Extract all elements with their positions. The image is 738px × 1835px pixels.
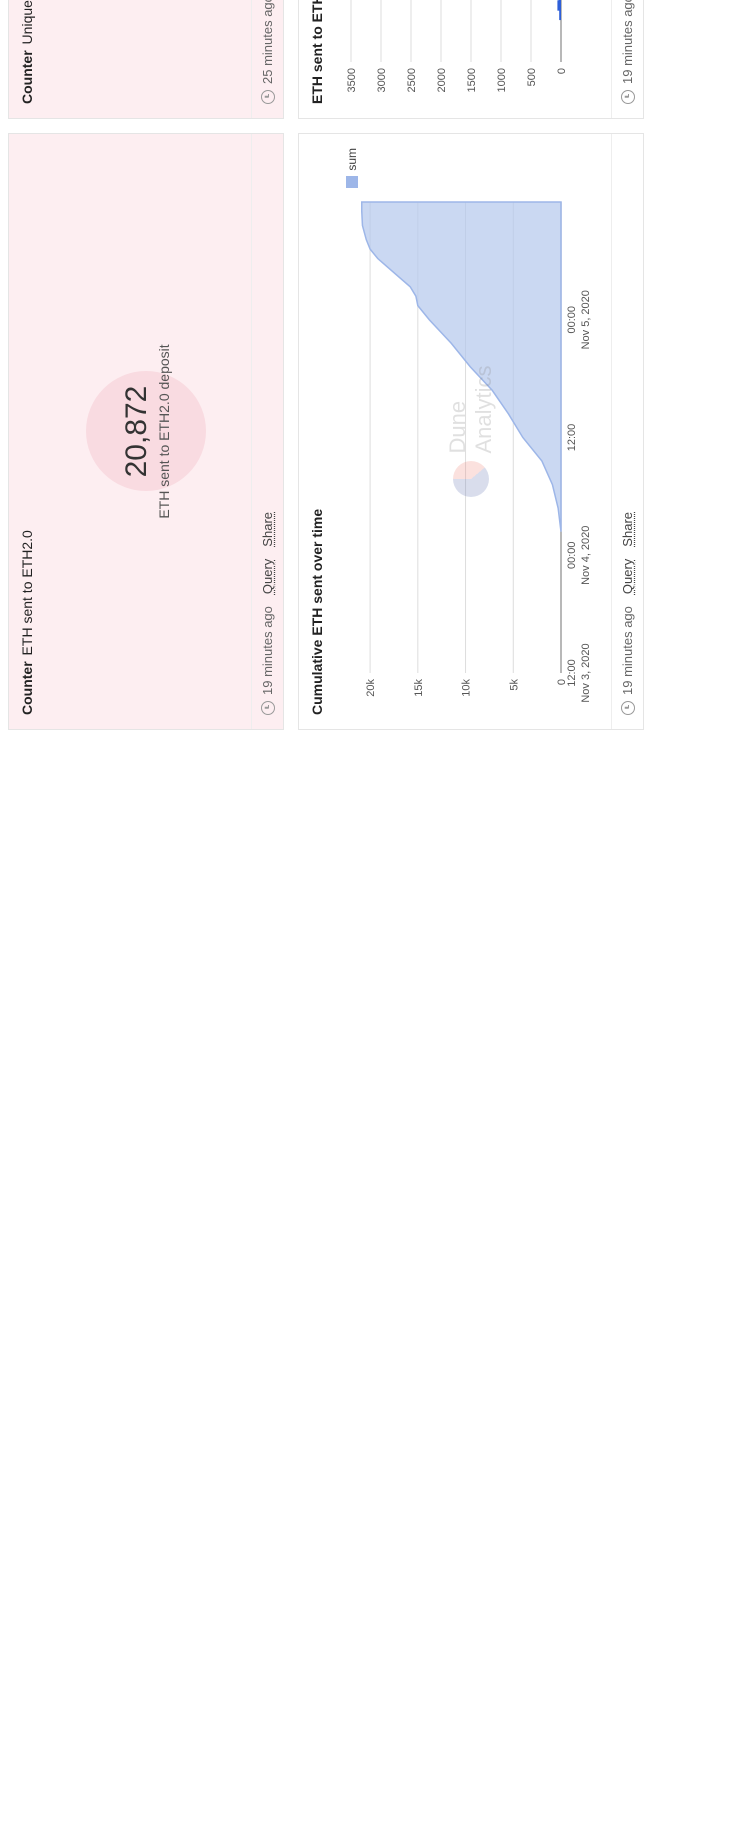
card-footer: 25 minutes ago Query Share [251, 0, 283, 118]
card-footer: 19 minutes ago Query Share [611, 134, 643, 729]
card-type: Counter [19, 50, 35, 104]
query-link[interactable]: Query [620, 559, 635, 594]
card-header: Counter ETH sent to ETH2.0 [9, 134, 41, 729]
svg-text:00:00: 00:00 [566, 306, 578, 334]
footer-time: 25 minutes ago [260, 0, 275, 84]
counter-body: 124 Unique depositors [41, 0, 251, 118]
svg-text:5k: 5k [508, 679, 520, 691]
svg-text:Nov 3, 2020: Nov 3, 2020 [580, 643, 592, 702]
counter-body: 20,872 ETH sent to ETH2.0 deposit [41, 134, 251, 729]
chart-card-eth-over-time: ETH sent to ETH2.0 over time sum DuneAna… [298, 0, 644, 119]
chart-title: Cumulative ETH sent over time [309, 509, 325, 715]
svg-text:2000: 2000 [436, 68, 448, 92]
dashboard-grid: Counter ETH sent to ETH2.0 20,872 ETH se… [0, 0, 652, 738]
footer-time: 19 minutes ago [620, 0, 635, 84]
svg-text:0: 0 [556, 68, 568, 74]
counter-label: ETH sent to ETH2.0 deposit [156, 344, 172, 518]
clock-icon [621, 701, 635, 715]
svg-text:Nov 4, 2020: Nov 4, 2020 [580, 526, 592, 585]
svg-text:500: 500 [526, 68, 538, 86]
chart-body: sum DuneAnalytics 05k10k15k20k12:00Nov 3… [331, 134, 611, 729]
counter-card-depositors: Counter Unique ETH2.0 depositors 124 Uni… [8, 0, 284, 119]
card-header: Counter Unique ETH2.0 depositors [9, 0, 41, 118]
svg-text:1000: 1000 [496, 68, 508, 92]
counter-card-eth-sent: Counter ETH sent to ETH2.0 20,872 ETH se… [8, 133, 284, 730]
share-link[interactable]: Share [620, 512, 635, 547]
svg-text:3000: 3000 [376, 68, 388, 92]
card-footer: 19 minutes ago Query Share [611, 0, 643, 118]
chart-svg: 05k10k15k20k12:00Nov 3, 202000:00Nov 4, … [341, 142, 601, 721]
card-header: ETH sent to ETH2.0 over time [299, 0, 331, 118]
chart-title: ETH sent to ETH2.0 over time [309, 0, 325, 104]
svg-text:1500: 1500 [466, 68, 478, 92]
svg-text:15k: 15k [413, 679, 425, 697]
footer-time: 19 minutes ago [260, 606, 275, 695]
svg-text:00:00: 00:00 [566, 541, 578, 569]
svg-text:Nov 5, 2020: Nov 5, 2020 [580, 290, 592, 349]
clock-icon [261, 701, 275, 715]
card-header: Cumulative ETH sent over time [299, 134, 331, 729]
svg-text:20k: 20k [365, 679, 377, 697]
card-footer: 19 minutes ago Query Share [251, 134, 283, 729]
svg-text:2500: 2500 [406, 68, 418, 92]
clock-icon [261, 90, 275, 104]
svg-text:10k: 10k [461, 679, 473, 697]
counter-value: 20,872 [120, 386, 154, 478]
chart-card-cumulative: Cumulative ETH sent over time sum DuneAn… [298, 133, 644, 730]
legend-swatch [346, 176, 358, 188]
chart-svg: 050010001500200025003000350000:00Nov 4, … [341, 0, 601, 110]
card-title: ETH sent to ETH2.0 [19, 530, 35, 655]
chart-body: sum DuneAnalytics 0500100015002000250030… [331, 0, 611, 118]
footer-time: 19 minutes ago [620, 606, 635, 695]
svg-text:3500: 3500 [346, 68, 358, 92]
card-title: Unique ETH2.0 depositors [19, 0, 35, 44]
legend: sum [345, 148, 359, 188]
svg-text:12:00: 12:00 [566, 424, 578, 452]
legend-label: sum [345, 148, 359, 171]
share-link[interactable]: Share [260, 512, 275, 547]
clock-icon [621, 90, 635, 104]
query-link[interactable]: Query [260, 559, 275, 594]
card-type: Counter [19, 661, 35, 715]
svg-text:12:00: 12:00 [566, 659, 578, 687]
